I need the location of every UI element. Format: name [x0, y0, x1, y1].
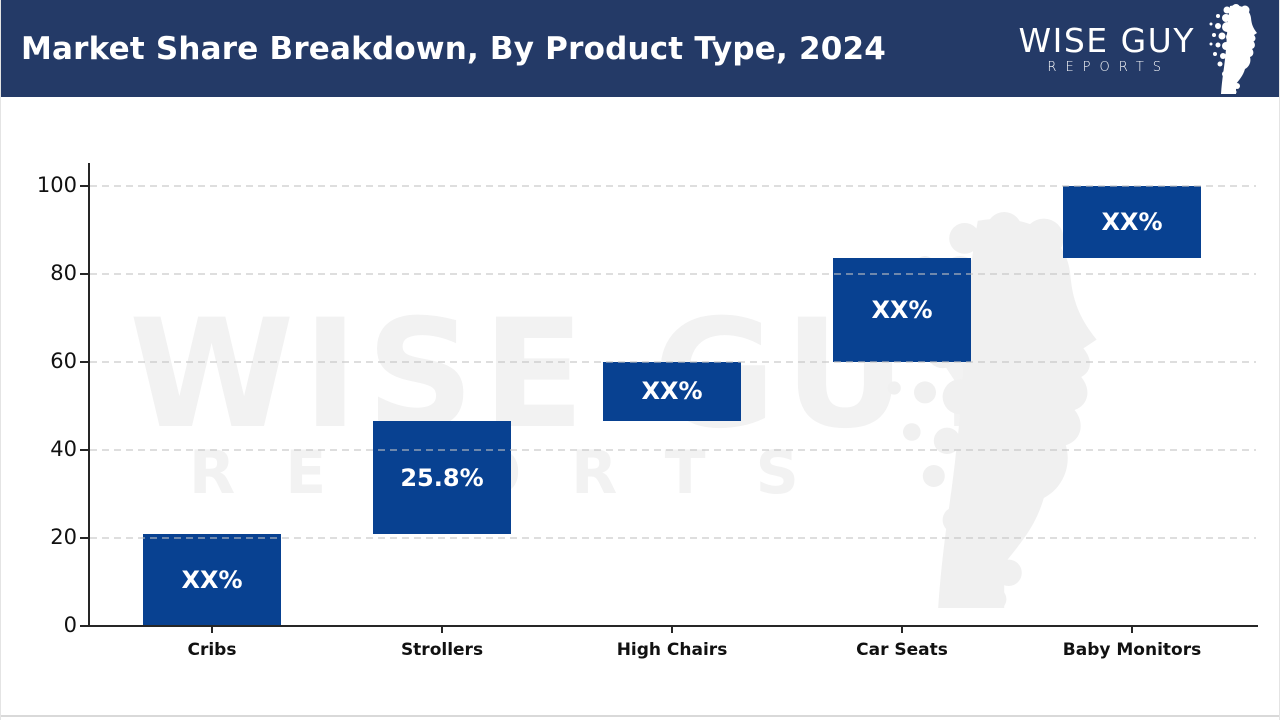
x-axis-category-label: Car Seats — [856, 640, 948, 660]
bar-value-label: XX% — [181, 566, 243, 595]
y-axis-tick — [80, 537, 89, 539]
x-axis-category-label: Strollers — [400, 640, 484, 660]
waterfall-bar: XX% — [603, 361, 741, 421]
x-axis-tick — [901, 627, 903, 633]
logo-text: WISE GUY REPORTS — [1018, 24, 1195, 74]
y-gridline — [90, 185, 1256, 187]
logo-subtitle: REPORTS — [1047, 59, 1171, 75]
y-axis-tick-label: 60 — [50, 349, 77, 373]
bottom-divider — [1, 715, 1279, 717]
y-gridline — [90, 449, 1256, 451]
y-axis-tick — [80, 185, 89, 187]
x-axis-category-label: High Chairs — [616, 640, 728, 660]
y-axis-tick — [80, 449, 89, 451]
x-axis-line — [85, 625, 1258, 627]
y-gridline — [90, 361, 1256, 363]
logo-wordmark: WISE GUY — [1018, 20, 1195, 60]
waterfall-bar: XX% — [833, 257, 971, 362]
bar-value-label: 25.8% — [400, 463, 484, 492]
dot-head-logo-icon — [1209, 3, 1257, 94]
page-title: Market Share Breakdown, By Product Type,… — [21, 30, 887, 67]
x-axis-tick — [211, 627, 213, 633]
waterfall-bar: 25.8% — [373, 420, 511, 535]
bar-value-label: XX% — [871, 295, 933, 324]
y-axis-tick-label: 100 — [36, 173, 77, 197]
waterfall-bar: XX% — [143, 534, 281, 626]
y-axis-line — [88, 163, 90, 627]
bar-value-label: XX% — [1101, 207, 1163, 236]
y-gridline — [90, 273, 1256, 275]
y-axis-tick — [80, 625, 89, 627]
header: Market Share Breakdown, By Product Type,… — [1, 0, 1279, 97]
x-axis-tick — [441, 627, 443, 633]
y-axis-tick-label: 0 — [63, 613, 77, 637]
y-axis-tick-label: 20 — [50, 525, 77, 549]
y-axis-tick — [80, 361, 89, 363]
bar-value-label: XX% — [641, 377, 703, 406]
x-axis-tick — [671, 627, 673, 633]
x-axis-category-label: Cribs — [187, 640, 237, 660]
y-gridline — [90, 537, 1256, 539]
y-axis-tick-label: 80 — [50, 261, 77, 285]
logo: WISE GUY REPORTS — [1018, 3, 1263, 94]
x-axis-category-label: Baby Monitors — [1062, 640, 1202, 660]
waterfall-bar: XX% — [1063, 186, 1201, 258]
x-axis-tick — [1131, 627, 1133, 633]
y-axis-tick — [80, 273, 89, 275]
y-axis-tick-label: 40 — [50, 437, 77, 461]
